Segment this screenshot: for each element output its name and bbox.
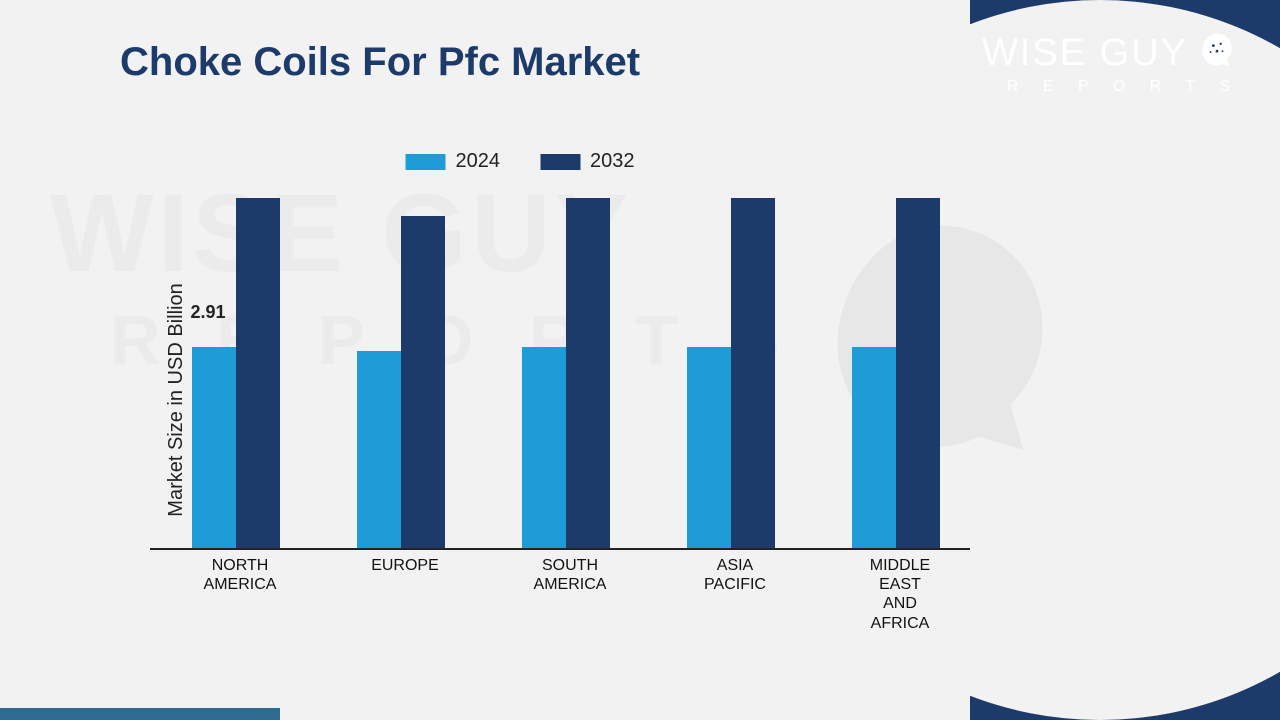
legend-swatch-2024: [406, 154, 446, 170]
bar-2032: [896, 198, 940, 548]
bar-2024: [852, 347, 896, 548]
bar-2032: [731, 198, 775, 548]
chart-title: Choke Coils For Pfc Market: [120, 40, 640, 85]
plot-area: 2.91NORTHAMERICAEUROPESOUTHAMERICAASIAPA…: [150, 190, 970, 550]
logo-text-2: R E P O R T S: [982, 78, 1240, 96]
bar-chart: Market Size in USD Billion 2024 2032 2.9…: [70, 150, 970, 650]
legend-item-2024: 2024: [406, 150, 501, 173]
category-label: MIDDLEEASTANDAFRICA: [830, 556, 970, 633]
brand-logo: WISE GUY R E P O R T S: [982, 30, 1240, 96]
bar-2032: [236, 198, 280, 548]
legend: 2024 2032: [406, 150, 635, 173]
bar-2024: [687, 347, 731, 548]
bar-2032: [566, 198, 610, 548]
bottom-accent-bar: [0, 708, 280, 720]
category-label: SOUTHAMERICA: [500, 556, 640, 594]
bar-2024: [522, 347, 566, 548]
legend-label-2024: 2024: [456, 150, 501, 172]
legend-swatch-2032: [540, 154, 580, 170]
logo-text-1: WISE GUY: [982, 34, 1188, 72]
bar-2024: [357, 351, 401, 548]
head-icon: [1194, 30, 1240, 76]
category-label: ASIAPACIFIC: [665, 556, 805, 594]
bar-2032: [401, 216, 445, 548]
legend-label-2032: 2032: [590, 150, 635, 172]
category-label: EUROPE: [335, 556, 475, 575]
category-label: NORTHAMERICA: [170, 556, 310, 594]
page: WISE GUY R E P O R T S Choke Coils For P…: [0, 0, 1280, 720]
bar-value-label: 2.91: [180, 302, 236, 323]
legend-item-2032: 2032: [540, 150, 635, 173]
bar-2024: [192, 347, 236, 548]
